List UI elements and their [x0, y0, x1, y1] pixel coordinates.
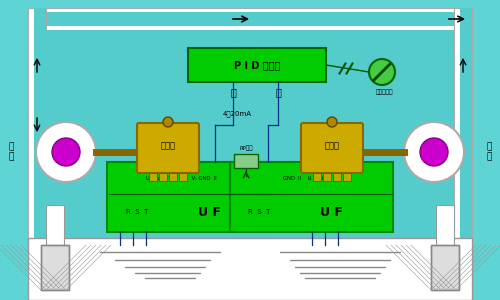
FancyBboxPatch shape [454, 8, 472, 245]
Text: U F: U F [320, 206, 342, 219]
FancyBboxPatch shape [38, 12, 462, 26]
Text: 水
泵: 水 泵 [486, 142, 492, 162]
FancyBboxPatch shape [333, 173, 341, 181]
Circle shape [420, 138, 448, 166]
Text: U V W    V+  VI2  V- GND  II: U V W V+ VI2 V- GND II [146, 176, 216, 181]
FancyBboxPatch shape [323, 173, 331, 181]
FancyBboxPatch shape [431, 245, 459, 290]
Circle shape [52, 138, 80, 166]
FancyBboxPatch shape [169, 173, 177, 181]
Text: 4～20mA: 4～20mA [222, 111, 252, 117]
FancyBboxPatch shape [28, 8, 46, 245]
FancyBboxPatch shape [188, 48, 326, 82]
Text: 电动机: 电动机 [160, 142, 176, 151]
Text: R  S  T: R S T [248, 209, 270, 215]
FancyBboxPatch shape [137, 123, 199, 173]
Text: R  S  T: R S T [126, 209, 148, 215]
FancyBboxPatch shape [436, 205, 454, 245]
Text: RP微调: RP微调 [240, 145, 253, 151]
FancyBboxPatch shape [107, 162, 272, 232]
Text: 电动机: 电动机 [324, 142, 340, 151]
FancyBboxPatch shape [159, 173, 167, 181]
FancyBboxPatch shape [301, 123, 363, 173]
FancyBboxPatch shape [46, 205, 64, 245]
Text: P I D 调节器: P I D 调节器 [234, 60, 280, 70]
FancyBboxPatch shape [41, 245, 69, 290]
Circle shape [36, 122, 96, 182]
FancyBboxPatch shape [179, 173, 187, 181]
Text: －: － [230, 87, 236, 97]
Circle shape [163, 117, 173, 127]
Text: 压力传感器: 压力传感器 [375, 89, 393, 94]
Circle shape [369, 59, 395, 85]
Text: U F: U F [198, 206, 220, 219]
FancyBboxPatch shape [343, 173, 351, 181]
FancyBboxPatch shape [230, 162, 393, 232]
Text: 水
泵: 水 泵 [8, 142, 14, 162]
FancyBboxPatch shape [234, 154, 258, 168]
FancyBboxPatch shape [460, 8, 472, 240]
FancyBboxPatch shape [46, 30, 454, 245]
FancyBboxPatch shape [28, 238, 472, 300]
Circle shape [327, 117, 337, 127]
Text: ＋: ＋ [275, 87, 281, 97]
Text: GND  II    U V W: GND II U V W [283, 176, 324, 181]
FancyBboxPatch shape [149, 173, 157, 181]
FancyBboxPatch shape [313, 173, 321, 181]
Circle shape [404, 122, 464, 182]
FancyBboxPatch shape [28, 8, 472, 30]
FancyBboxPatch shape [34, 8, 46, 240]
